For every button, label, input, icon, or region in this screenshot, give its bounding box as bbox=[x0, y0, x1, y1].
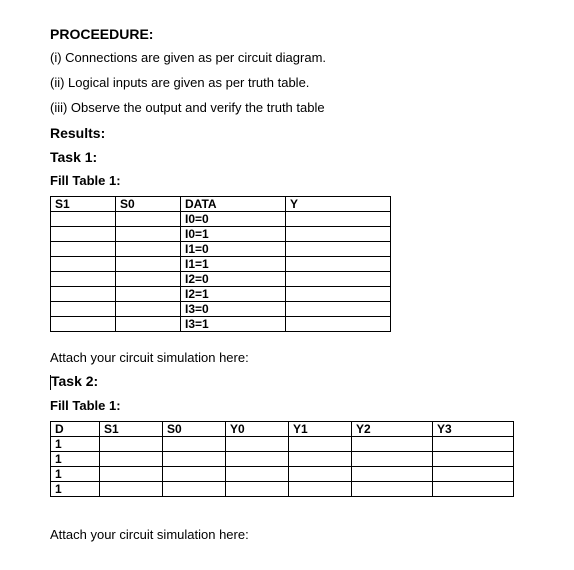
task1-table: S1S0DATAYI0=0I0=1I1=0I1=1I2=0I2=1I3=0I3=… bbox=[50, 196, 391, 332]
procedure-item-1: (i) Connections are given as per circuit… bbox=[50, 50, 554, 65]
table-row: I3=0 bbox=[51, 302, 391, 317]
results-heading: Results: bbox=[50, 125, 554, 141]
table-cell bbox=[226, 481, 289, 496]
table-row: I2=1 bbox=[51, 287, 391, 302]
table-cell: I1=0 bbox=[181, 242, 286, 257]
table-row: 1 bbox=[51, 451, 514, 466]
table-header-cell: S1 bbox=[51, 197, 116, 212]
table-cell bbox=[352, 451, 433, 466]
table-header-cell: D bbox=[51, 421, 100, 436]
table-cell: I3=1 bbox=[181, 317, 286, 332]
table-cell bbox=[163, 481, 226, 496]
table-cell bbox=[352, 481, 433, 496]
table-cell bbox=[289, 436, 352, 451]
table-cell: I0=0 bbox=[181, 212, 286, 227]
table-cell bbox=[286, 272, 391, 287]
procedure-item-3: (iii) Observe the output and verify the … bbox=[50, 100, 554, 115]
table-cell bbox=[51, 287, 116, 302]
table-cell bbox=[100, 436, 163, 451]
table-header-cell: Y0 bbox=[226, 421, 289, 436]
table-cell: 1 bbox=[51, 481, 100, 496]
table-cell bbox=[433, 466, 514, 481]
table-cell bbox=[51, 212, 116, 227]
task2-attach-label: Attach your circuit simulation here: bbox=[50, 527, 554, 542]
table-header-cell: DATA bbox=[181, 197, 286, 212]
table-cell bbox=[286, 242, 391, 257]
table-cell bbox=[51, 272, 116, 287]
table-header-cell: Y3 bbox=[433, 421, 514, 436]
table-row: 1 bbox=[51, 436, 514, 451]
table-cell bbox=[226, 451, 289, 466]
table-cell: 1 bbox=[51, 436, 100, 451]
task1-fill-label: Fill Table 1: bbox=[50, 173, 554, 188]
table-cell bbox=[116, 257, 181, 272]
table-cell: I2=1 bbox=[181, 287, 286, 302]
table-cell bbox=[433, 481, 514, 496]
procedure-heading: PROCEEDURE: bbox=[50, 26, 554, 42]
table-header-cell: S0 bbox=[116, 197, 181, 212]
table-row: I0=1 bbox=[51, 227, 391, 242]
table-cell bbox=[116, 272, 181, 287]
table-cell bbox=[352, 436, 433, 451]
table-cell bbox=[286, 227, 391, 242]
table-cell bbox=[116, 302, 181, 317]
table-cell bbox=[286, 287, 391, 302]
task1-attach-label: Attach your circuit simulation here: bbox=[50, 350, 554, 365]
table-row: 1 bbox=[51, 481, 514, 496]
table-row: I1=1 bbox=[51, 257, 391, 272]
table-cell bbox=[226, 436, 289, 451]
table-cell: I3=0 bbox=[181, 302, 286, 317]
table-row: I1=0 bbox=[51, 242, 391, 257]
table-header-cell: S0 bbox=[163, 421, 226, 436]
table-cell bbox=[289, 466, 352, 481]
table-cell bbox=[286, 257, 391, 272]
table-cell: I0=1 bbox=[181, 227, 286, 242]
table-cell bbox=[433, 451, 514, 466]
table-cell bbox=[100, 451, 163, 466]
table-cell bbox=[116, 287, 181, 302]
table-cell bbox=[116, 227, 181, 242]
table-cell bbox=[51, 227, 116, 242]
table-cell bbox=[286, 302, 391, 317]
table-cell: I2=0 bbox=[181, 272, 286, 287]
task2-fill-label: Fill Table 1: bbox=[50, 398, 554, 413]
table-cell bbox=[289, 481, 352, 496]
table-cell bbox=[100, 466, 163, 481]
table-cell bbox=[286, 317, 391, 332]
table-cell bbox=[163, 466, 226, 481]
table-cell bbox=[116, 212, 181, 227]
table-row: 1 bbox=[51, 466, 514, 481]
table-header-cell: Y bbox=[286, 197, 391, 212]
task1-heading: Task 1: bbox=[50, 149, 554, 165]
table-cell bbox=[116, 242, 181, 257]
table-cell bbox=[116, 317, 181, 332]
task2-table: DS1S0Y0Y1Y2Y31111 bbox=[50, 421, 514, 497]
table-cell bbox=[51, 317, 116, 332]
table-cell bbox=[286, 212, 391, 227]
table-cell: 1 bbox=[51, 466, 100, 481]
table-cell bbox=[163, 436, 226, 451]
table-cell bbox=[51, 242, 116, 257]
table-cell bbox=[51, 257, 116, 272]
table-cell bbox=[352, 466, 433, 481]
table-cell: I1=1 bbox=[181, 257, 286, 272]
table-cell bbox=[163, 451, 226, 466]
table-row: I0=0 bbox=[51, 212, 391, 227]
table-header-cell: Y1 bbox=[289, 421, 352, 436]
table-cell bbox=[51, 302, 116, 317]
task2-heading: Task 2: bbox=[50, 373, 554, 390]
table-cell: 1 bbox=[51, 451, 100, 466]
table-header-cell: S1 bbox=[100, 421, 163, 436]
table-cell bbox=[289, 451, 352, 466]
table-header-cell: Y2 bbox=[352, 421, 433, 436]
table-row: I3=1 bbox=[51, 317, 391, 332]
table-cell bbox=[100, 481, 163, 496]
table-row: I2=0 bbox=[51, 272, 391, 287]
table-cell bbox=[433, 436, 514, 451]
table-cell bbox=[226, 466, 289, 481]
procedure-item-2: (ii) Logical inputs are given as per tru… bbox=[50, 75, 554, 90]
